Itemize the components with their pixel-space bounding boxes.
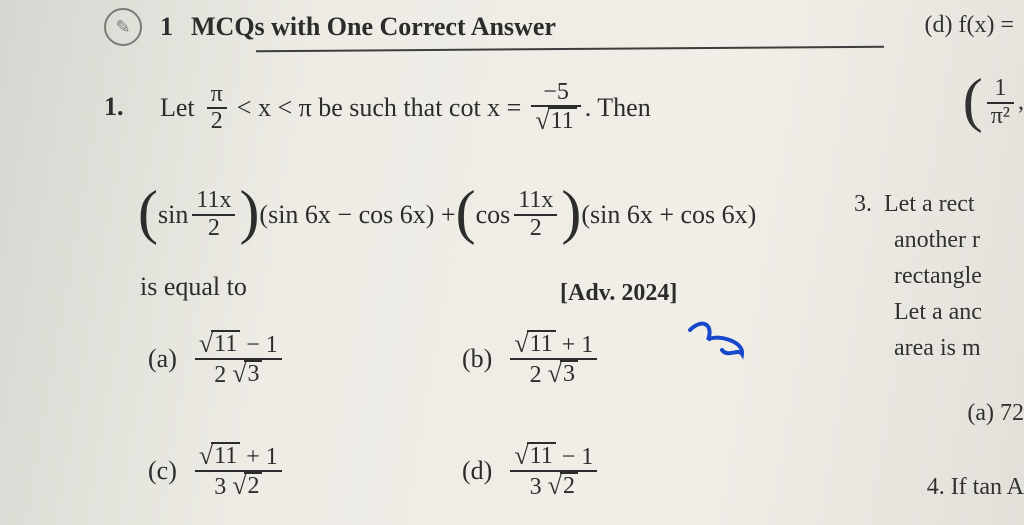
question-number: 1. [104,92,124,122]
expr-mid1: (sin 6x − cos 6x) + [259,200,455,230]
num-tail: − 1 [562,444,594,470]
paren-tail: , [1018,89,1024,116]
radicand: 11 [527,442,556,469]
frac-den: 2 √ 3 [210,360,266,388]
radicand: 11 [548,107,577,134]
frac-num: −5 [539,80,573,105]
option-label: (b) [462,344,492,374]
radicand: 3 [560,360,578,387]
q3-line1: Let a rect [884,186,975,222]
den-coef: 3 [530,474,542,500]
den-coef: 3 [214,474,226,500]
option-label: (c) [148,456,177,486]
sqrt: √ 3 [232,360,262,387]
frac-num: π [207,82,227,107]
option-d: (d) √ 11 − 1 3 √ 2 [462,442,601,500]
num-tail: + 1 [562,332,594,358]
frac-den: 3 √ 2 [210,472,266,500]
radicand: 2 [560,472,578,499]
frac-den: √ 11 [531,107,580,135]
option-d-frac: √ 11 − 1 3 √ 2 [510,442,597,500]
frac-den: 2 [207,109,227,134]
sqrt: √ 2 [232,472,262,499]
radicand: 11 [211,442,240,469]
paren-close-icon: ) [561,178,581,247]
sqrt: √ 11 [514,442,555,469]
frac-11x-2-a: 11x 2 [192,188,235,240]
pen-stroke [690,324,742,354]
option-a-frac: √ 11 − 1 2 √ 3 [195,330,282,388]
frac-num: √ 11 + 1 [195,442,282,470]
sin-label: sin [158,200,188,230]
question-stem-line1: Let π 2 < x < π be such that cot x = −5 … [160,80,651,135]
paren-open-icon: ( [456,178,476,247]
sqrt: √ 2 [548,472,578,499]
frac-cotx: −5 √ 11 [531,80,580,135]
frac-num: √ 11 + 1 [510,330,597,358]
right-col-option-d: (d) f(x) = [925,12,1015,39]
right-col-q4: 4. If tan A [927,474,1024,501]
num-tail: − 1 [246,332,278,358]
right-col-big-paren: ( 1 π² , [963,68,1024,137]
option-b: (b) √ 11 + 1 2 √ 3 [462,330,601,388]
num-tail: + 1 [246,444,278,470]
paren-open-icon: ( [963,66,983,135]
option-b-frac: √ 11 + 1 2 √ 3 [510,330,597,388]
stem-lead: Let [160,93,195,123]
frac-pi-over-2: π 2 [207,82,227,134]
pencil-icon: ✎ [104,8,142,46]
q3-number: 3. [854,186,872,222]
q3-line4: Let a anc [854,294,1024,330]
radicand: 11 [211,330,240,357]
frac-1-over-pi2: 1 π² [987,76,1014,128]
paren-close-icon: ) [239,178,259,247]
stem-ineq: < x < π be such that cot x = [237,93,522,123]
frac-den: 3 √ 2 [526,472,582,500]
page: ✎ 1 MCQs with One Correct Answer 1. Let … [0,0,1024,525]
frac-11x-2-b: 11x 2 [514,188,557,240]
right-col-opt-a: (a) 72 [967,400,1024,427]
frac-den: 2 √ 3 [526,360,582,388]
stem-tail: . Then [585,93,651,123]
option-c: (c) √ 11 + 1 3 √ 2 [148,442,286,500]
source-tag: [Adv. 2024] [560,280,677,307]
paren-open-icon: ( [138,178,158,247]
frac-den: π² [987,104,1014,129]
pen-annotation-icon [684,320,754,368]
option-a: (a) √ 11 − 1 2 √ 3 [148,330,286,388]
q3-line2: another r [854,222,1024,258]
is-equal-to: is equal to [140,272,247,302]
expr-mid2: (sin 6x + cos 6x) [581,200,756,230]
frac-den: 2 [526,216,546,241]
radicand: 3 [244,360,262,387]
option-label: (d) [462,456,492,486]
right-col-q3: 3. Let a rect another r rectangle Let a … [854,186,1024,366]
frac-num: 1 [990,76,1010,101]
q3-line5: area is m [854,330,1024,366]
section-header: ✎ 1 MCQs with One Correct Answer [104,8,884,46]
radicand: 2 [244,472,262,499]
question-expression: ( sin 11x 2 ) (sin 6x − cos 6x) + ( cos … [138,180,756,249]
sqrt-11: √ 11 [535,107,576,134]
frac-num: 11x [192,188,235,213]
radicand: 11 [527,330,556,357]
sqrt: √ 3 [548,360,578,387]
den-coef: 2 [214,362,226,388]
section-rule [256,46,884,52]
den-coef: 2 [530,362,542,388]
option-label: (a) [148,344,177,374]
section-title: MCQs with One Correct Answer [191,12,556,42]
section-number: 1 [160,12,173,42]
option-c-frac: √ 11 + 1 3 √ 2 [195,442,282,500]
q3-line3: rectangle [854,258,1024,294]
sqrt: √ 11 [514,330,555,357]
sqrt: √ 11 [199,442,240,469]
frac-den: 2 [204,216,224,241]
frac-num: √ 11 − 1 [195,330,282,358]
cos-label: cos [476,200,511,230]
frac-num: √ 11 − 1 [510,442,597,470]
frac-num: 11x [514,188,557,213]
sqrt: √ 11 [199,330,240,357]
